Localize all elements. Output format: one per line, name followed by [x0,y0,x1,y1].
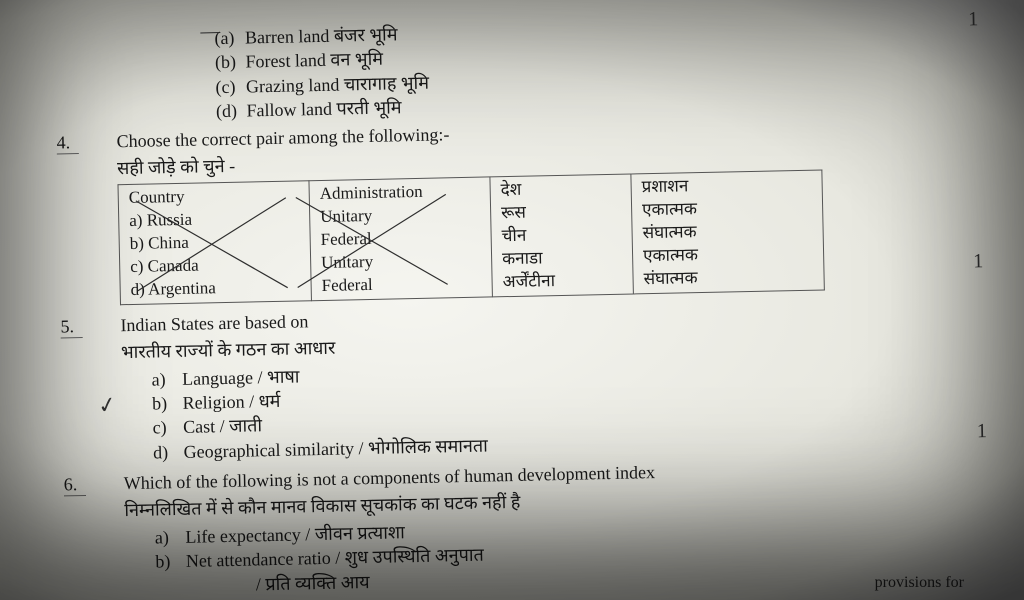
opt-text-en: Forest land [245,50,326,72]
cell-text: Federal [320,226,480,252]
opt-text-hi: परती भूमि [336,97,401,118]
cell-text: Federal [321,272,481,298]
opt-text-en: Barren land [245,26,330,48]
opt-text-hi: जीवन प्रत्याशा [315,522,405,544]
opt-text-hi: जाती [229,416,262,437]
cell-text: Canada [147,256,198,276]
opt-letter: (c) [215,74,242,99]
cell-text: चीन [501,223,621,248]
cell-text: Argentina [148,278,216,298]
header-admin: Administration [320,180,480,206]
question-6: 6. Which of the following is not a compo… [124,456,970,600]
cell-text: China [148,233,189,253]
row-letter: c) [130,257,144,276]
question-5: 5. Indian States are based on भारतीय राज… [120,297,967,465]
opt-text-hi: वन भूमि [330,49,383,70]
cell-text: रूस [501,200,621,225]
opt-letter: d) [153,440,180,465]
header-desh: देश [500,177,620,202]
opt-letter: a) [155,525,182,550]
opt-text-hi: बंजर भूमि [334,24,398,45]
opt-letter: a) [151,367,178,392]
opt-text-en: Language [182,367,253,388]
page-bottom-fragment: provisions for [875,574,964,592]
q3-option-list: (a) Barren land बंजर भूमि (b) Forest lan… [214,11,960,124]
q4-table: Country a) Russia b) China c) Canada d) … [117,170,824,305]
row-letter: d) [130,280,145,299]
q5-option-list: a) Language / भाषा ✓ b) Religion / धर्म … [151,350,967,464]
table-row: Country a) Russia b) China c) Canada d) … [118,170,824,304]
opt-text-hi: भाषा [267,366,300,387]
margin-mark-3: 1 [977,420,987,443]
opt-letter: b) [155,549,182,574]
opt-text-hi: शुध उपस्थिति अनुपात [345,545,484,568]
opt-text-hi: / प्रति व्यक्ति आय [256,572,370,594]
col-desh: देश रूस चीन कनाडा अर्जेंटीना [490,174,633,297]
cell-text: Unitary [320,203,480,229]
opt-text-hi: धर्म [258,391,280,411]
cell-text: संघात्मक [643,265,813,291]
cell-text: Unitary [321,249,481,275]
col-country: Country a) Russia b) China c) Canada d) … [118,181,311,305]
opt-letter: b) [152,391,179,416]
opt-text-hi: भोगोलिक समानता [368,435,488,458]
opt-letter: (a) [214,26,241,51]
opt-letter: (d) [216,99,243,124]
opt-letter: c) [152,415,179,440]
opt-text-en: Fallow land [246,99,332,121]
row-letter: a) [129,211,143,230]
check-icon: ✓ [95,389,119,422]
opt-letter: (b) [215,50,242,75]
cell-text: कनाडा [502,246,622,271]
margin-mark-1: 1 [968,8,978,31]
row-letter: b) [130,234,145,253]
opt-text-en: Religion [182,392,244,413]
col-admin: Administration Unitary Federal Unitary F… [309,177,492,300]
cell-text: अर्जेंटीना [502,269,622,294]
opt-text-en: Cast [183,417,215,438]
q6-option-list: a) Life expectancy / जीवन प्रत्याशा b) N… [155,509,970,599]
margin-mark-2: 1 [973,250,983,273]
cell-text: Russia [147,210,193,230]
opt-text-en: Geographical similarity [183,438,354,462]
opt-text-en: Life expectancy [185,525,301,547]
opt-text-en: Net attendance ratio [186,548,331,571]
opt-text-hi: चारागाह भूमि [344,72,429,94]
exam-page: 1 1 1 (a) Barren land बंजर भूमि (b) Fore… [0,0,1024,600]
question-number: 4. [56,132,78,154]
opt-text-en: Grazing land [246,74,340,96]
question-number: 6. [64,474,86,496]
col-prashasan: प्रशाशन एकात्मक संघात्मक एकात्मक संघात्म… [631,170,824,294]
question-4: 4. Choose the correct pair among the fol… [116,114,963,305]
question-number: 5. [60,316,82,338]
